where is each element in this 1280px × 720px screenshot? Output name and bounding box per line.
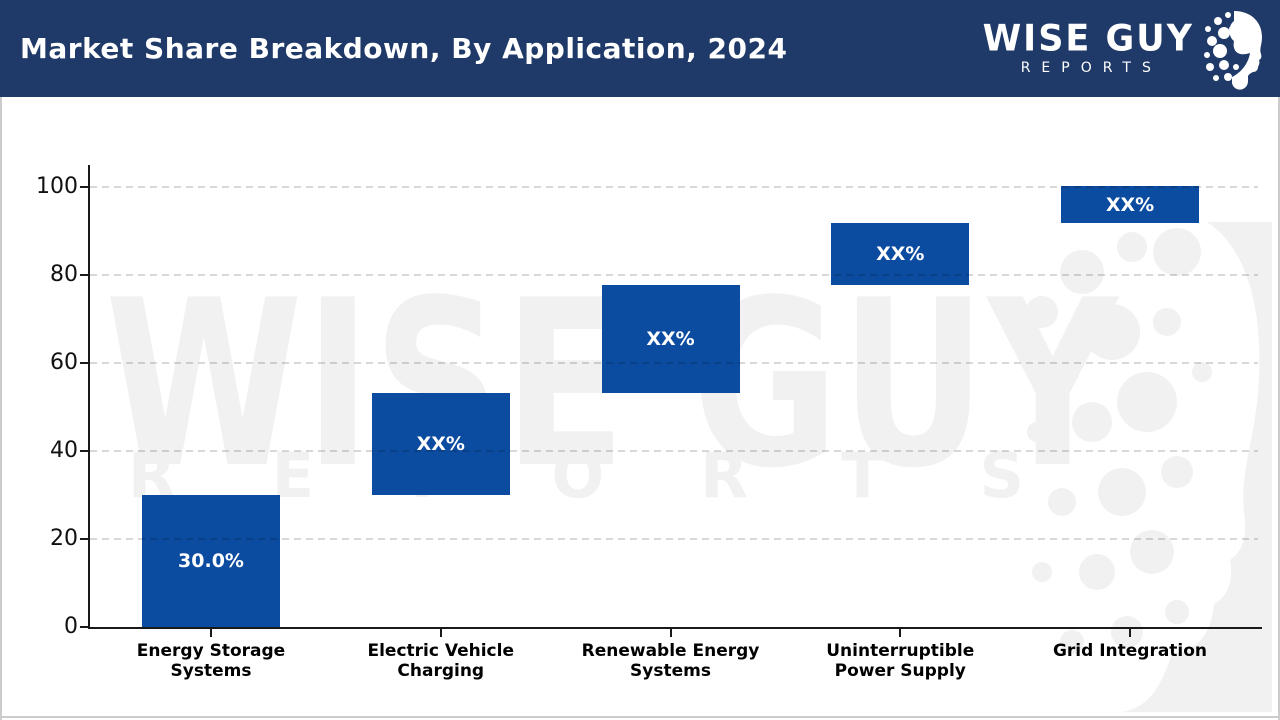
bar-segment-5 xyxy=(1061,186,1199,224)
y-tick-60 xyxy=(80,362,88,364)
x-category-label-2: Electric Vehicle Charging xyxy=(367,641,514,681)
bar-value-label-4: XX% xyxy=(876,243,925,266)
gridline-60 xyxy=(90,362,1258,364)
y-axis-line xyxy=(88,165,90,629)
x-category-label-1: Energy Storage Systems xyxy=(136,641,286,681)
logo-text: WISE GUY REPORTS xyxy=(982,17,1194,76)
bar-value-label-2: XX% xyxy=(416,432,465,455)
y-tick-label-0: 0 xyxy=(64,614,78,639)
x-tick-2 xyxy=(439,628,442,637)
bar-segment-2 xyxy=(371,392,510,495)
y-tick-100 xyxy=(80,186,88,188)
x-tick-1 xyxy=(210,628,212,637)
frame-right xyxy=(1278,97,1280,720)
bar-value-label-3: XX% xyxy=(646,328,695,351)
wise-guy-logo: WISE GUY REPORTS xyxy=(983,7,1266,91)
watermark-face-icon xyxy=(1026,222,1272,712)
y-tick-0 xyxy=(80,626,88,628)
y-tick-80 xyxy=(80,274,88,276)
logo-subtext: REPORTS xyxy=(1020,60,1162,76)
gridline-20 xyxy=(90,538,1258,540)
bar-segment-1 xyxy=(142,495,280,627)
x-category-label-5: Grid Integration xyxy=(1052,641,1208,661)
y-tick-label-100: 100 xyxy=(36,174,78,199)
gridline-40 xyxy=(90,450,1258,452)
bar-value-label-5: XX% xyxy=(1105,193,1155,216)
header: Market Share Breakdown, By Application, … xyxy=(0,0,1280,97)
y-tick-label-40: 40 xyxy=(50,438,78,463)
bar-segment-3 xyxy=(601,285,740,393)
x-tick-5 xyxy=(1129,628,1131,637)
logo-face-icon xyxy=(1204,10,1262,90)
x-axis-line xyxy=(88,627,1262,629)
y-tick-20 xyxy=(80,538,88,540)
bar-value-label-1: 30.0% xyxy=(178,550,244,572)
y-tick-label-60: 60 xyxy=(50,350,78,375)
x-tick-3 xyxy=(669,628,672,637)
chart-title: Market Share Breakdown, By Application, … xyxy=(20,32,788,65)
y-tick-label-80: 80 xyxy=(50,262,78,287)
y-tick-label-20: 20 xyxy=(50,526,78,551)
logo-wordmark: WISE GUY xyxy=(982,17,1194,60)
frame-bottom xyxy=(0,716,1280,718)
gridline-80 xyxy=(90,274,1258,276)
x-tick-4 xyxy=(899,628,902,637)
x-category-label-4: Uninterruptible Power Supply xyxy=(826,641,975,681)
frame-left xyxy=(0,97,2,720)
gridline-100 xyxy=(90,186,1258,188)
y-tick-40 xyxy=(80,450,88,452)
x-category-label-3: Renewable Energy Systems xyxy=(581,641,760,681)
